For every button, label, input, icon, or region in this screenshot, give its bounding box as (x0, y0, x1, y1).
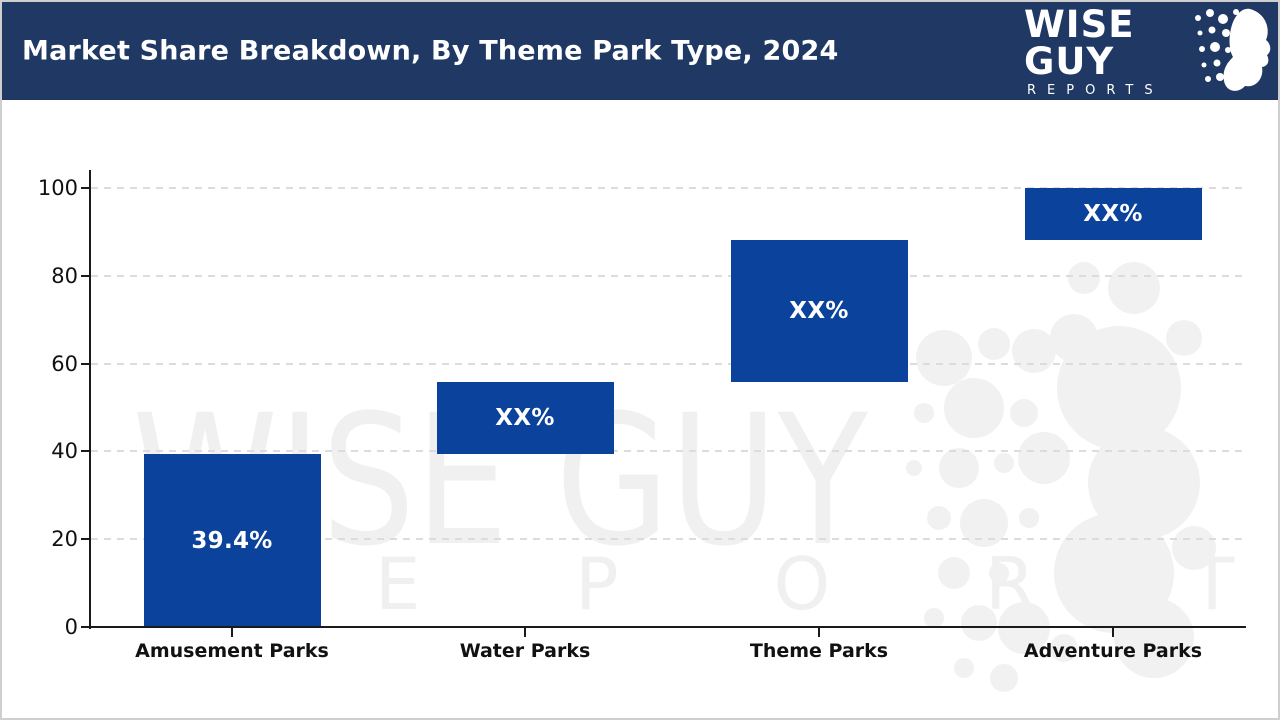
x-category-label: Water Parks (459, 640, 591, 662)
bar: 39.4% (143, 454, 321, 627)
y-tick-mark (81, 450, 90, 453)
y-tick-label: 60 (51, 351, 78, 376)
y-tick-mark (81, 187, 90, 189)
bar: XX% (436, 382, 614, 455)
grid-line (91, 450, 1246, 453)
x-tick-mark (818, 628, 820, 637)
logo-face-icon (1195, 8, 1271, 91)
y-tick-mark (81, 362, 90, 365)
y-tick-label: 0 (64, 615, 78, 639)
x-category-label: Theme Parks (749, 640, 889, 662)
bar-value-label: XX% (1083, 200, 1143, 227)
header-bar: Market Share Breakdown, By Theme Park Ty… (2, 2, 1278, 100)
x-axis (89, 626, 1246, 628)
y-tick-label: 20 (51, 527, 78, 552)
bar: XX% (1024, 188, 1202, 240)
y-tick-label: 80 (51, 263, 78, 288)
x-tick-mark (524, 628, 526, 637)
bar-value-label: XX% (495, 405, 555, 432)
logo-text: WISE GUY REPORTS (1024, 6, 1214, 97)
bar-value-label: XX% (789, 297, 849, 324)
bar: XX% (730, 239, 908, 383)
wiseguy-logo: WISE GUY REPORTS (1024, 6, 1274, 97)
bar-value-label: 39.4% (191, 527, 273, 554)
y-axis (89, 170, 91, 629)
grid-line (91, 187, 1246, 189)
x-category-label: Amusement Parks (135, 640, 329, 662)
logo-subtext: REPORTS (1027, 82, 1164, 98)
x-category-label: Adventure Parks (1023, 640, 1203, 662)
y-tick-label: 100 (37, 176, 78, 200)
y-tick-mark (81, 626, 90, 628)
y-tick-mark (81, 274, 90, 277)
grid-line (91, 538, 1246, 541)
x-tick-mark (231, 628, 233, 637)
y-tick-mark (81, 538, 90, 541)
x-tick-mark (1112, 628, 1114, 637)
logo-wordmark: WISE GUY (1024, 2, 1135, 83)
y-tick-label: 40 (51, 439, 78, 464)
grid-line (91, 362, 1246, 365)
grid-line (91, 274, 1246, 277)
page-title: Market Share Breakdown, By Theme Park Ty… (22, 35, 839, 67)
